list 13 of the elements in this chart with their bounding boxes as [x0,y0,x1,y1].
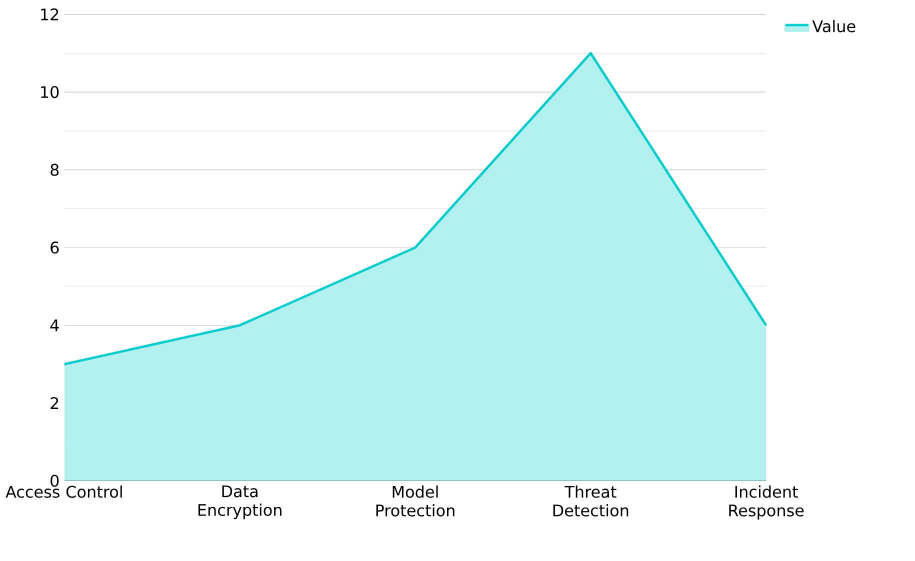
y-tick-label: 8 [50,164,59,176]
legend-label: Value [812,20,856,32]
x-tick-label: Access Control [6,486,122,498]
y-tick-label: 0 [50,474,59,487]
y-tick-label: 6 [50,242,59,254]
y-tick-label: 10 [41,86,59,98]
x-tick-label: Threat Detection [553,486,628,517]
y-tick-label: 12 [41,8,58,20]
y-tick-label: 2 [50,397,58,410]
x-tick-label: Model Protection [376,486,454,517]
x-tick-label: Incident Response [729,486,804,520]
x-tick-label: Data Encryption [198,486,282,520]
y-tick-label: 4 [50,320,59,332]
